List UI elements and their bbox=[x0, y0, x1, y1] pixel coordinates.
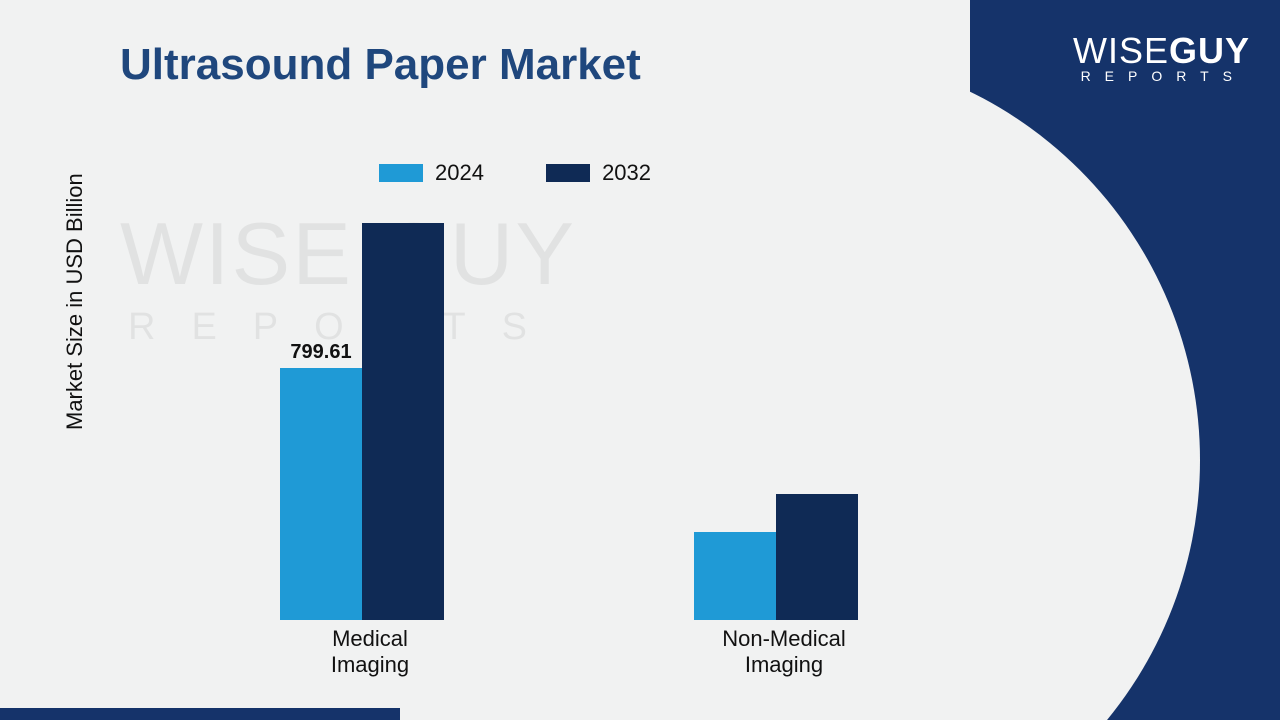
brand-word-2: GUY bbox=[1169, 30, 1250, 71]
legend-swatch-2032 bbox=[546, 164, 590, 182]
bottom-accent-strip bbox=[0, 708, 400, 720]
bar bbox=[694, 532, 776, 620]
bar bbox=[776, 494, 858, 620]
chart-title: Ultrasound Paper Market bbox=[120, 40, 641, 90]
legend-label-2024: 2024 bbox=[435, 160, 484, 186]
brand-subline: REPORTS bbox=[1073, 68, 1250, 84]
legend-swatch-2024 bbox=[379, 164, 423, 182]
bar bbox=[280, 368, 362, 620]
legend-item-2032: 2032 bbox=[546, 160, 651, 186]
legend-item-2024: 2024 bbox=[379, 160, 484, 186]
y-axis-label: Market Size in USD Billion bbox=[62, 173, 88, 430]
legend: 2024 2032 bbox=[80, 160, 950, 188]
bar bbox=[362, 223, 444, 620]
chart-area: Market Size in USD Billion 2024 2032 799… bbox=[80, 150, 950, 690]
brand-word-1: WISE bbox=[1073, 30, 1169, 71]
category-label: MedicalImaging bbox=[270, 620, 470, 679]
bar-value-label: 799.61 bbox=[268, 341, 374, 364]
category-label: Non-MedicalImaging bbox=[684, 620, 884, 679]
brand-logo: WISEGUY REPORTS bbox=[1073, 30, 1250, 84]
plot-region: 799.61MedicalImagingNon-MedicalImaging bbox=[140, 210, 930, 620]
legend-label-2032: 2032 bbox=[602, 160, 651, 186]
